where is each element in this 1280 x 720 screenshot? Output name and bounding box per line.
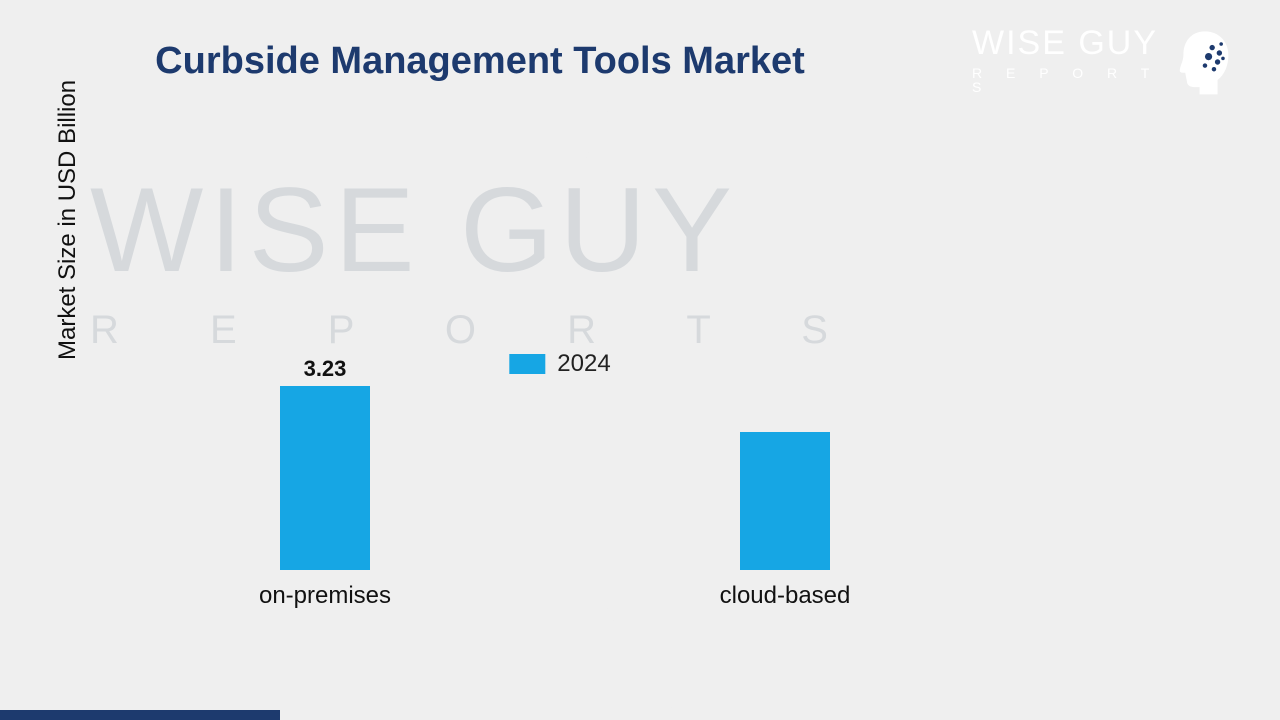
bar-category-label: on-premises [259,582,391,610]
brand-logo: WISE GUY R E P O R T S [972,26,1232,98]
bar-value-label: 3.23 [304,356,347,382]
chart-plot-area: 2024 3.23on-premisescloud-based [150,130,970,630]
chart-card: WISE GUY R E P O R T S Curbside Manageme… [0,0,1280,720]
bar: 3.23on-premises [280,386,370,570]
legend-label: 2024 [557,350,610,378]
bar-category-label: cloud-based [720,582,851,610]
footer-accent-bar [0,710,280,720]
brand-band [960,0,1280,720]
chart-legend: 2024 [509,350,610,378]
chart-title: Curbside Management Tools Market [0,40,960,83]
bar: cloud-based [740,432,830,570]
y-axis-label: Market Size in USD Billion [54,80,82,360]
brand-name: WISE GUY [972,26,1170,60]
brand-head-icon [1178,26,1232,98]
brand-tagline: R E P O R T S [972,66,1170,94]
chart-baseline [150,569,970,570]
legend-swatch [509,354,545,374]
